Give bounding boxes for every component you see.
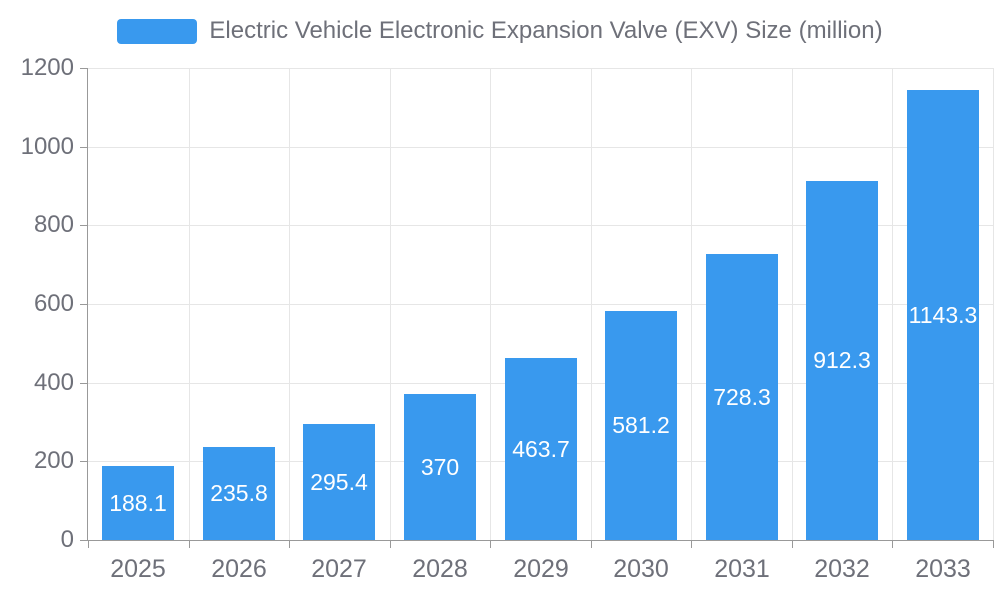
bar[interactable]: 728.3	[706, 254, 778, 540]
x-axis-tick	[88, 540, 89, 548]
y-axis-tick	[80, 147, 88, 148]
bar-value-label: 463.7	[512, 435, 570, 462]
bar[interactable]: 463.7	[505, 358, 577, 540]
gridline-v	[691, 68, 692, 540]
bar-value-label: 188.1	[109, 489, 167, 516]
bar[interactable]: 295.4	[303, 424, 375, 540]
bar[interactable]: 370	[404, 394, 476, 540]
x-tick-label: 2033	[915, 555, 971, 583]
x-axis-line	[88, 540, 993, 541]
bar[interactable]: 581.2	[605, 311, 677, 540]
gridline-v	[490, 68, 491, 540]
y-tick-label: 800	[33, 211, 74, 238]
bar-value-label: 581.2	[612, 412, 670, 438]
bar[interactable]: 188.1	[102, 466, 174, 540]
x-axis-tick	[691, 540, 692, 548]
gridline-v	[390, 68, 391, 540]
x-tick-label: 2031	[714, 555, 770, 583]
x-axis-tick	[289, 540, 290, 548]
gridline-h	[88, 68, 993, 69]
y-tick-label: 200	[33, 447, 74, 474]
legend-swatch-icon	[117, 18, 198, 44]
y-axis-tick	[80, 540, 88, 541]
gridline-h	[88, 304, 993, 305]
bar-value-label: 235.8	[210, 480, 268, 506]
bar[interactable]: 1143.3	[907, 90, 979, 540]
y-axis-tick	[80, 383, 88, 384]
y-axis-tick	[80, 68, 88, 69]
x-tick-label: 2028	[412, 555, 468, 583]
y-tick-label: 400	[33, 369, 74, 396]
gridline-h	[88, 225, 993, 226]
gridline-v	[189, 68, 190, 540]
legend: Electric Vehicle Electronic Expansion Va…	[0, 17, 1000, 45]
y-axis-tick	[80, 461, 88, 462]
bar-value-label: 912.3	[813, 347, 871, 373]
y-tick-label: 0	[60, 526, 74, 553]
bar[interactable]: 912.3	[806, 181, 878, 540]
x-axis-tick	[189, 540, 190, 548]
x-axis-tick	[591, 540, 592, 548]
gridline-v	[591, 68, 592, 540]
gridline-v	[792, 68, 793, 540]
bar[interactable]: 235.8	[203, 447, 275, 540]
x-tick-label: 2030	[613, 555, 669, 583]
x-tick-label: 2025	[110, 555, 166, 583]
bar-value-label: 295.4	[310, 468, 368, 495]
y-tick-label: 1200	[20, 54, 74, 81]
bar-value-label: 728.3	[713, 383, 771, 410]
gridline-v	[289, 68, 290, 540]
y-axis-tick	[80, 225, 88, 226]
x-tick-label: 2027	[311, 555, 367, 583]
bar-value-label: 1143.3	[908, 301, 978, 328]
gridline-v	[892, 68, 893, 540]
y-tick-label: 600	[33, 290, 74, 317]
gridline-v	[993, 68, 994, 540]
x-axis-tick	[993, 540, 994, 548]
gridline-h	[88, 147, 993, 148]
x-tick-label: 2029	[513, 555, 569, 583]
x-axis-tick	[490, 540, 491, 548]
bar-value-label: 370	[420, 453, 460, 480]
x-axis-tick	[390, 540, 391, 548]
x-tick-label: 2026	[211, 555, 267, 583]
legend-item[interactable]: Electric Vehicle Electronic Expansion Va…	[117, 17, 883, 45]
y-axis-tick	[80, 304, 88, 305]
y-tick-label: 1000	[20, 133, 74, 160]
x-tick-label: 2032	[814, 555, 870, 583]
x-axis-tick	[892, 540, 893, 548]
x-axis-tick	[792, 540, 793, 548]
legend-label: Electric Vehicle Electronic Expansion Va…	[209, 17, 883, 44]
